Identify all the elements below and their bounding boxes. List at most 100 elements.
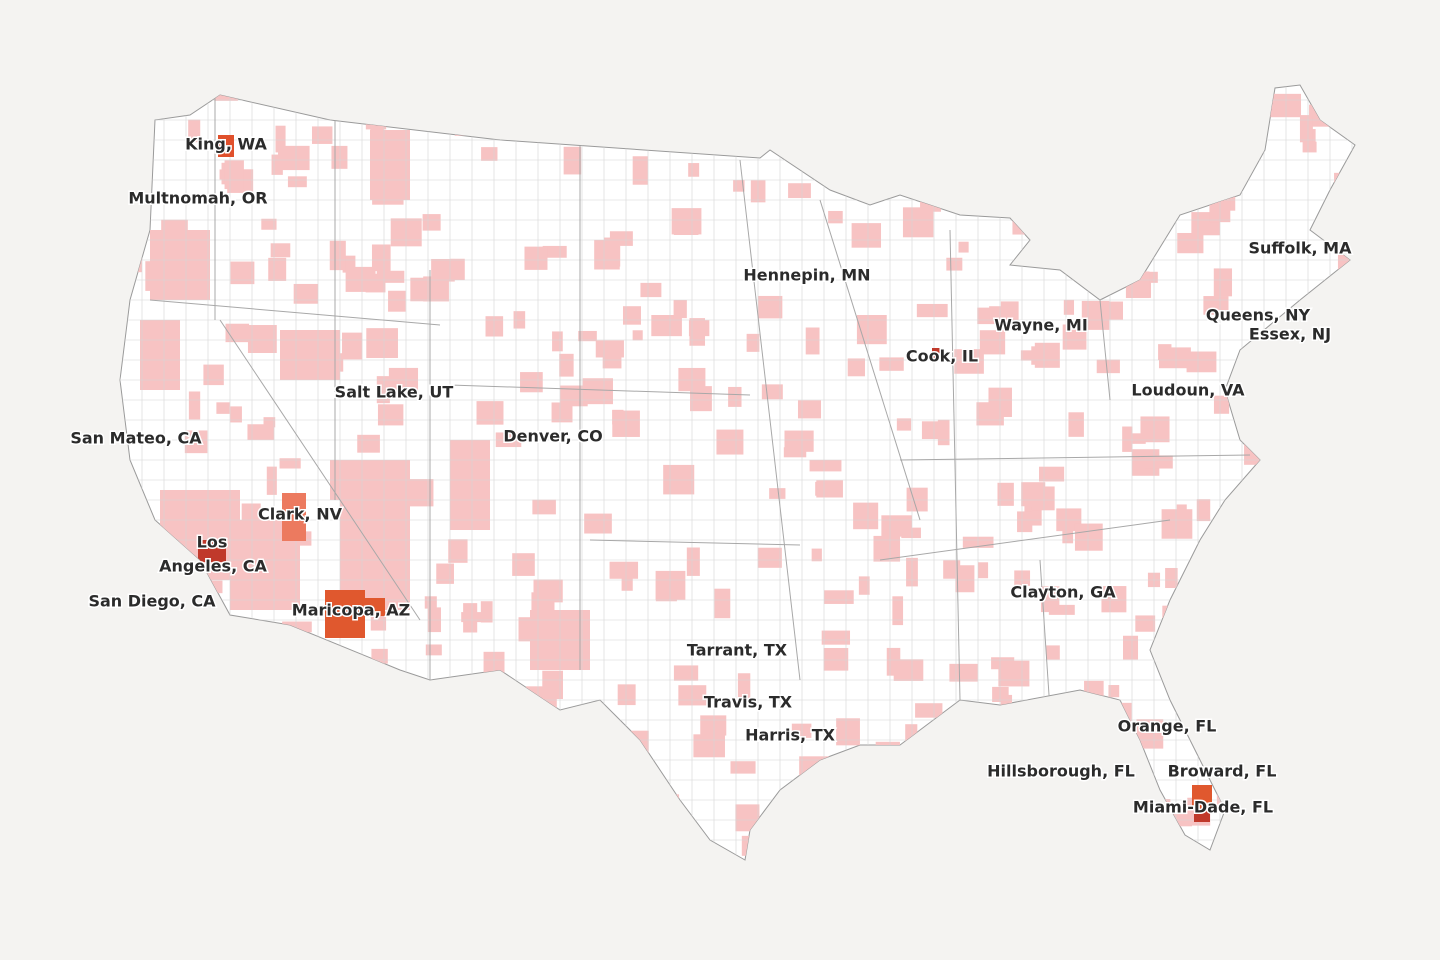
shaded-county (693, 734, 725, 758)
county-label: Maricopa, AZ (292, 601, 410, 620)
shaded-county (622, 306, 641, 325)
shaded-county (905, 724, 918, 752)
shaded-county (1135, 615, 1156, 632)
shaded-county (370, 110, 384, 131)
shaded-county (183, 696, 198, 710)
shaded-county (799, 756, 830, 785)
shaded-county (1046, 645, 1060, 660)
shaded-county (991, 657, 1015, 670)
shaded-county (1189, 594, 1222, 611)
shaded-county (1351, 245, 1355, 264)
shaded-county (746, 333, 760, 352)
shaded-county (1241, 620, 1272, 635)
shaded-county (247, 325, 277, 353)
county-label: Clayton, GA (1010, 583, 1116, 602)
shaded-county (858, 576, 870, 595)
shaded-county (1063, 299, 1075, 315)
shaded-county (1196, 499, 1211, 522)
shaded-county (1230, 618, 1249, 643)
county-label: Hillsborough, FL (987, 762, 1135, 781)
shaded-county (1207, 175, 1225, 204)
county-label: Wayne, MI (994, 316, 1088, 335)
county-labels: King, WA Multnomah, OR San Mateo, CA Los Ang… (69, 133, 1354, 818)
shaded-county (552, 331, 563, 352)
shaded-county (1352, 414, 1355, 441)
shaded-county (946, 257, 963, 271)
shaded-county (609, 561, 639, 579)
shaded-county (1051, 105, 1068, 127)
shaded-county (1268, 101, 1299, 116)
state-border (899, 454, 1251, 461)
shaded-county (1021, 793, 1051, 807)
shaded-county (803, 770, 832, 789)
shaded-county (407, 479, 434, 507)
county-label: King, WA (185, 135, 267, 154)
shaded-county (828, 210, 843, 224)
shaded-county (1038, 722, 1064, 751)
shaded-county (1304, 512, 1328, 538)
shaded-county (1255, 709, 1280, 734)
shaded-county (954, 349, 984, 374)
shaded-county (939, 164, 954, 179)
shaded-county (797, 400, 822, 419)
shaded-county (422, 214, 441, 231)
county-label: Miami-Dade, FL (1133, 798, 1273, 817)
shaded-county (1319, 311, 1352, 323)
shaded-county (178, 657, 211, 687)
shaded-county (406, 737, 426, 768)
shaded-county (816, 480, 843, 498)
shaded-county (564, 844, 591, 860)
shaded-county (1125, 229, 1157, 249)
shaded-county (1310, 604, 1337, 632)
highlighted-county (932, 348, 944, 360)
shaded-county (1355, 257, 1379, 270)
shaded-county (261, 218, 277, 230)
shaded-county (376, 376, 390, 404)
shaded-county (293, 283, 319, 304)
shaded-county (1039, 466, 1065, 482)
shaded-county (1349, 280, 1355, 294)
highlighted-county (198, 540, 226, 562)
shaded-county (851, 86, 871, 106)
shaded-county (1207, 125, 1224, 146)
shaded-county (595, 340, 624, 358)
shaded-county (1198, 613, 1220, 642)
shaded-county (1136, 187, 1158, 211)
shaded-county (1068, 412, 1084, 437)
county-label: Hennepin, MN (743, 266, 870, 285)
shaded-county (879, 357, 904, 371)
shaded-county (371, 244, 391, 272)
shaded-county (307, 724, 327, 752)
shaded-county (1286, 763, 1318, 779)
shaded-county (1101, 586, 1127, 613)
shaded-county (688, 163, 700, 177)
highlighted-county (1194, 808, 1210, 822)
shaded-county (979, 785, 993, 800)
shaded-county (559, 353, 574, 377)
shaded-county (825, 849, 838, 860)
shaded-county (315, 661, 333, 682)
county-label: Broward, FL (1168, 762, 1277, 781)
shaded-county (1076, 822, 1098, 837)
state-border (1099, 299, 1111, 401)
shaded-county (1000, 694, 1013, 719)
shaded-county (853, 502, 879, 530)
shaded-county (1121, 855, 1146, 860)
county-label: Los (197, 533, 228, 552)
shaded-county (224, 160, 244, 190)
shaded-county (730, 761, 756, 774)
shaded-county (757, 547, 782, 568)
shaded-county (1122, 426, 1133, 452)
county-label: Cook, IL (906, 347, 978, 366)
shaded-county (851, 223, 882, 248)
shaded-county (1062, 324, 1087, 350)
shaded-county (1335, 744, 1355, 773)
shaded-county (1096, 359, 1120, 374)
shaded-county (637, 836, 666, 860)
shaded-county (315, 680, 338, 710)
shaded-county (532, 499, 556, 515)
shaded-county (941, 725, 972, 753)
shaded-county (1165, 567, 1178, 589)
